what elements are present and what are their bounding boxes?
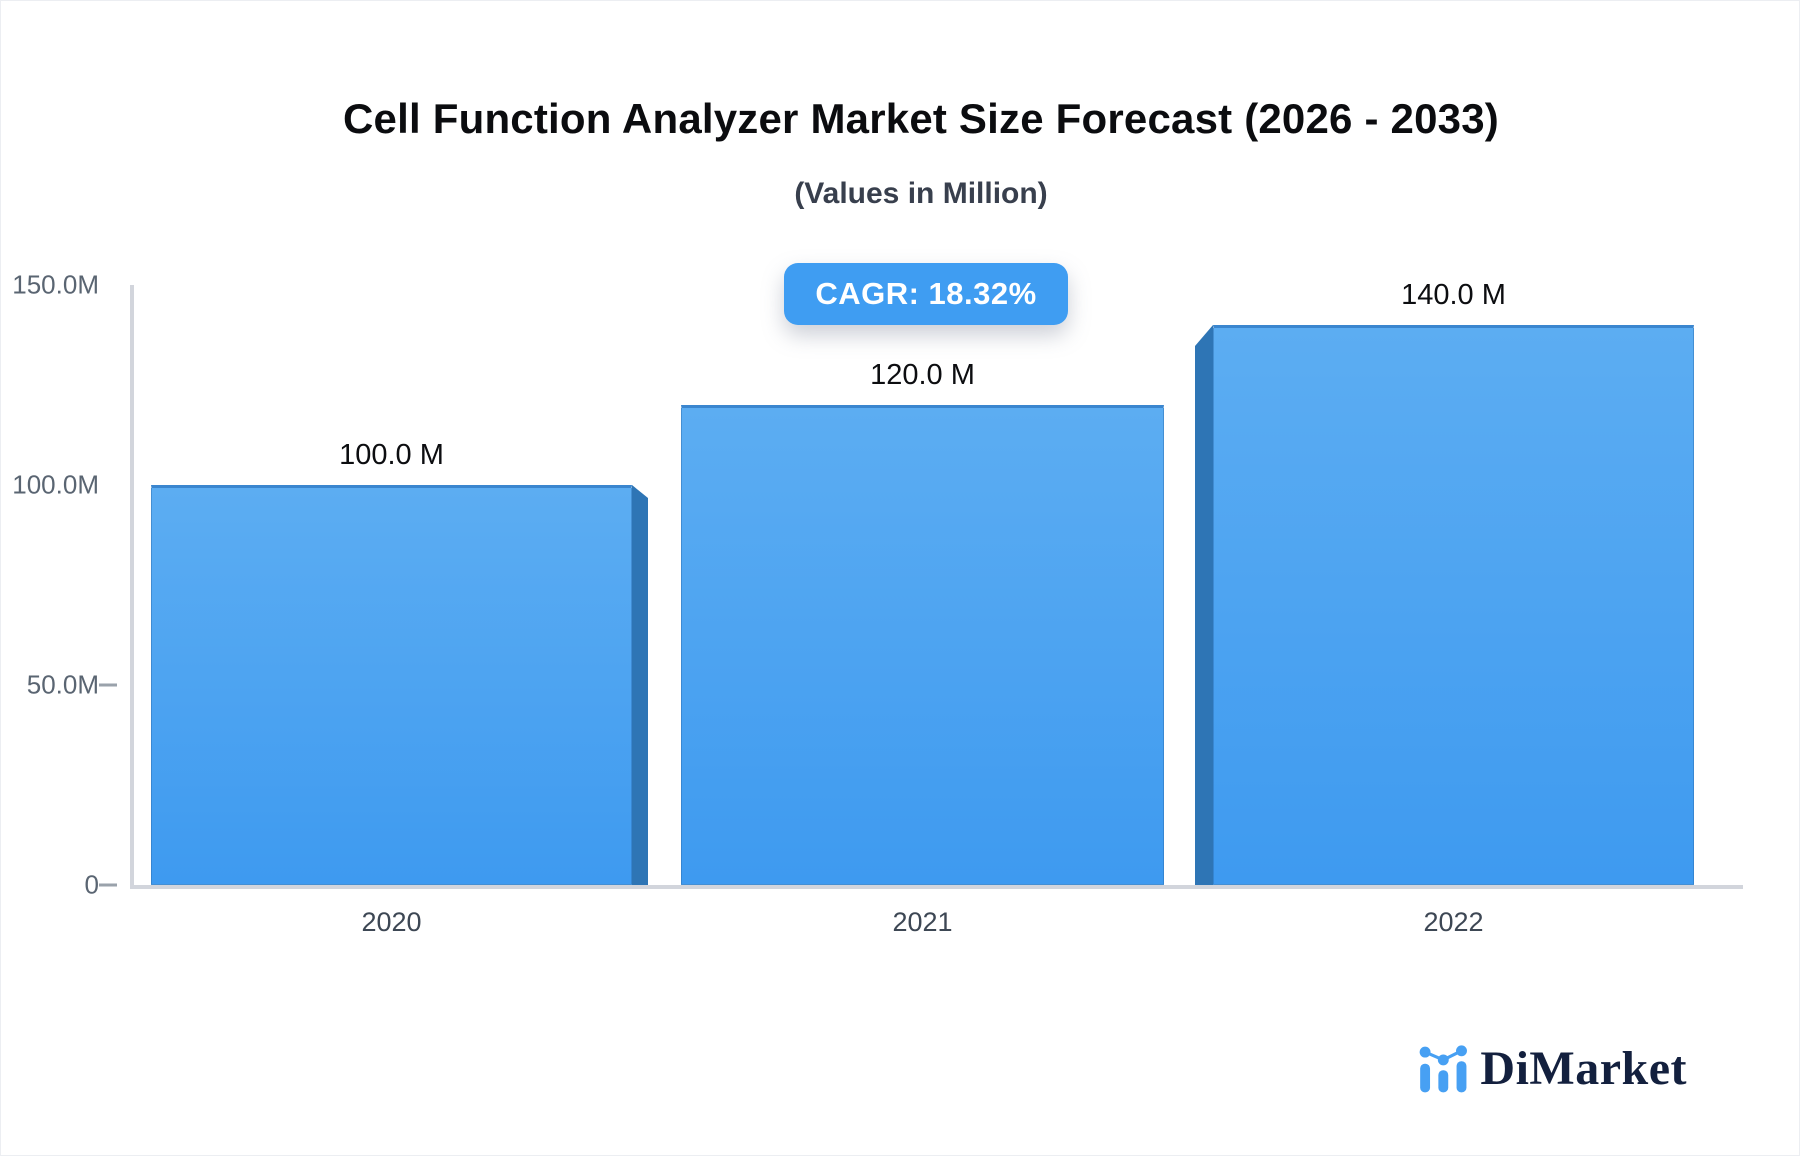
- x-axis-category-label: 2022: [1423, 907, 1484, 937]
- cagr-badge: CAGR: 18.32%: [784, 263, 1068, 325]
- bar-2021[interactable]: [681, 405, 1164, 885]
- y-axis-tick-label: 150.0M: [12, 269, 99, 300]
- bar-value-label: 100.0 M: [339, 439, 444, 471]
- y-axis-tick-label: 100.0M: [12, 469, 99, 500]
- cagr-badge-label: CAGR: 18.32%: [815, 276, 1037, 311]
- y-axis-tick-mark: [99, 683, 117, 687]
- brand-name: DiMarket: [1480, 1042, 1687, 1095]
- x-axis-category-label: 2020: [361, 907, 422, 937]
- bar-value-label: 140.0 M: [1401, 279, 1506, 311]
- chart-title: Cell Function Analyzer Market Size Forec…: [343, 95, 1499, 142]
- chart-subtitle: (Values in Million): [794, 177, 1048, 210]
- x-axis-category-label: 2021: [892, 907, 953, 937]
- y-axis-line: [130, 285, 134, 889]
- bar-side-panel: [632, 485, 648, 885]
- bar-line-chart-icon: [1416, 1043, 1468, 1095]
- bar-value-label: 120.0 M: [870, 359, 975, 391]
- y-axis-tick-label: 50.0M: [26, 669, 99, 700]
- brand-logo[interactable]: DiMarket: [1416, 1041, 1687, 1096]
- x-axis-line: [130, 885, 1743, 889]
- y-axis-tick-label: 0: [84, 869, 99, 900]
- y-axis-tick-mark: [99, 883, 117, 887]
- bar-2020[interactable]: [151, 485, 632, 885]
- bar-side-panel: [1195, 325, 1213, 885]
- bar-2022[interactable]: [1213, 325, 1694, 885]
